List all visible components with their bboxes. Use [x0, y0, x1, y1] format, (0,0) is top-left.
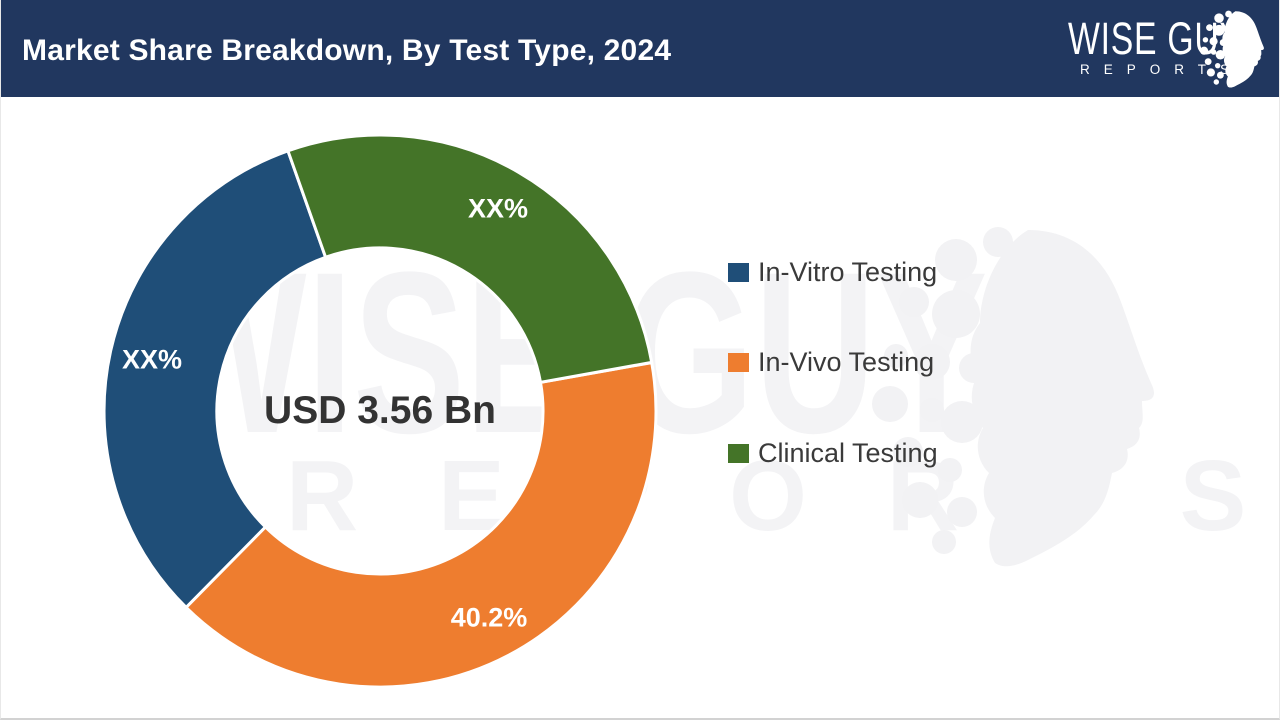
slice-label-in-vitro: XX%: [121, 344, 183, 375]
legend-swatch-in-vitro: [728, 262, 749, 282]
legend-label-in-vitro: In-Vitro Testing: [758, 256, 938, 287]
chart-center-value: USD 3.56 Bn: [264, 389, 496, 432]
legend-item-clinical: Clinical Testing: [728, 437, 938, 468]
slice-label-in-vivo: 40.2%: [450, 602, 528, 633]
page-title: Market Share Breakdown, By Test Type, 20…: [22, 34, 672, 67]
legend-label-in-vivo: In-Vivo Testing: [758, 346, 935, 377]
pie-slice-2: [285, 133, 654, 385]
header-bar: Market Share Breakdown, By Test Type, 20…: [0, 0, 1280, 97]
legend-swatch-in-vivo: [728, 352, 749, 372]
brand-head-icon: [1200, 7, 1268, 89]
pie-slice-1: [183, 360, 658, 689]
brand-subtext: REPORTS: [1080, 62, 1244, 77]
slice-label-clinical: XX%: [467, 193, 529, 224]
brand-logo: WISE GUY REPORTS: [1020, 0, 1280, 97]
legend-label-clinical: Clinical Testing: [758, 437, 938, 468]
legend-swatch-clinical: [728, 443, 749, 463]
pie-slice-0: [102, 148, 328, 610]
legend-item-in-vitro: In-Vitro Testing: [728, 256, 938, 287]
legend-item-in-vivo: In-Vivo Testing: [728, 346, 935, 377]
